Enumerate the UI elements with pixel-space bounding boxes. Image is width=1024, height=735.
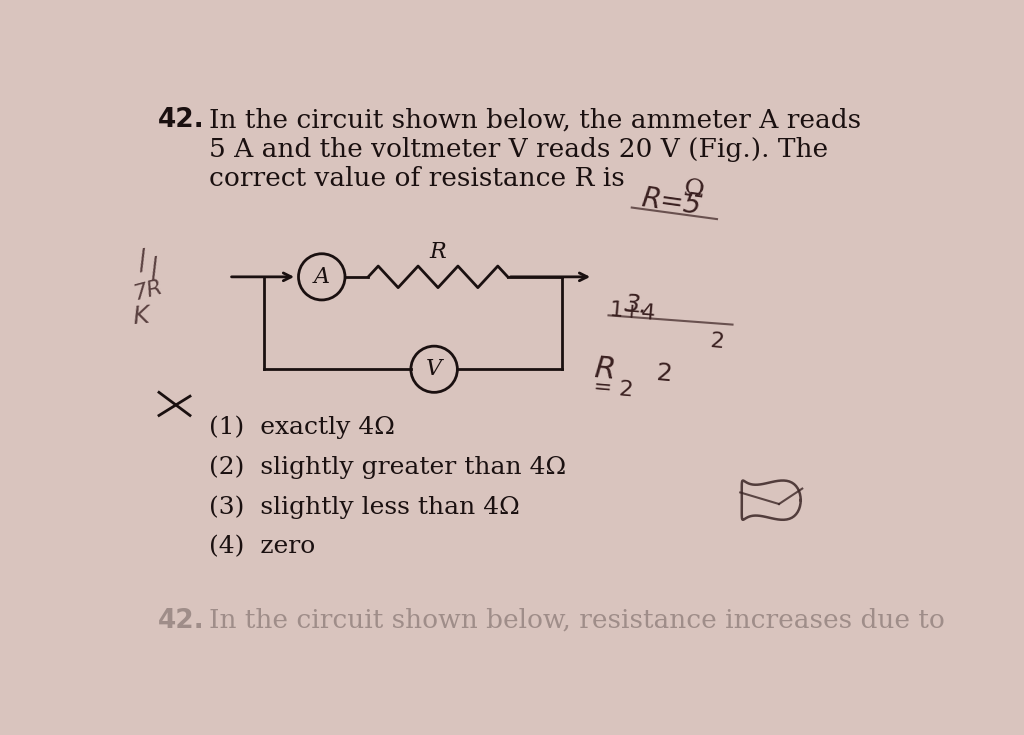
Text: R: R [430, 241, 446, 263]
Text: 42.: 42. [158, 107, 204, 134]
Text: = 2: = 2 [593, 377, 635, 401]
Text: In the circuit shown below, resistance increases due to: In the circuit shown below, resistance i… [209, 608, 945, 633]
Text: Ω: Ω [682, 176, 706, 202]
Text: 3.: 3. [624, 293, 650, 318]
Text: /: / [136, 246, 150, 275]
Text: (4)  zero: (4) zero [209, 536, 315, 559]
Text: 42.: 42. [158, 608, 204, 634]
Text: (1)  exactly 4Ω: (1) exactly 4Ω [209, 415, 395, 439]
Text: correct value of resistance R is: correct value of resistance R is [209, 166, 625, 191]
Text: R: R [593, 354, 616, 384]
Text: 2: 2 [710, 331, 725, 352]
Text: (3)  slightly less than 4Ω: (3) slightly less than 4Ω [209, 495, 520, 519]
Text: K: K [132, 304, 151, 329]
Text: /: / [147, 254, 162, 283]
Text: In the circuit shown below, the ammeter A reads: In the circuit shown below, the ammeter … [209, 107, 861, 132]
Text: 5 A and the voltmeter V reads 20 V (Fig.). The: 5 A and the voltmeter V reads 20 V (Fig.… [209, 137, 828, 162]
Text: 7R: 7R [132, 277, 166, 304]
Text: (2)  slightly greater than 4Ω: (2) slightly greater than 4Ω [209, 456, 566, 479]
Text: A: A [313, 266, 330, 288]
Text: V: V [426, 358, 442, 380]
Text: 2: 2 [655, 362, 673, 387]
Text: R=5: R=5 [640, 184, 702, 220]
Text: 1+4: 1+4 [608, 300, 657, 324]
